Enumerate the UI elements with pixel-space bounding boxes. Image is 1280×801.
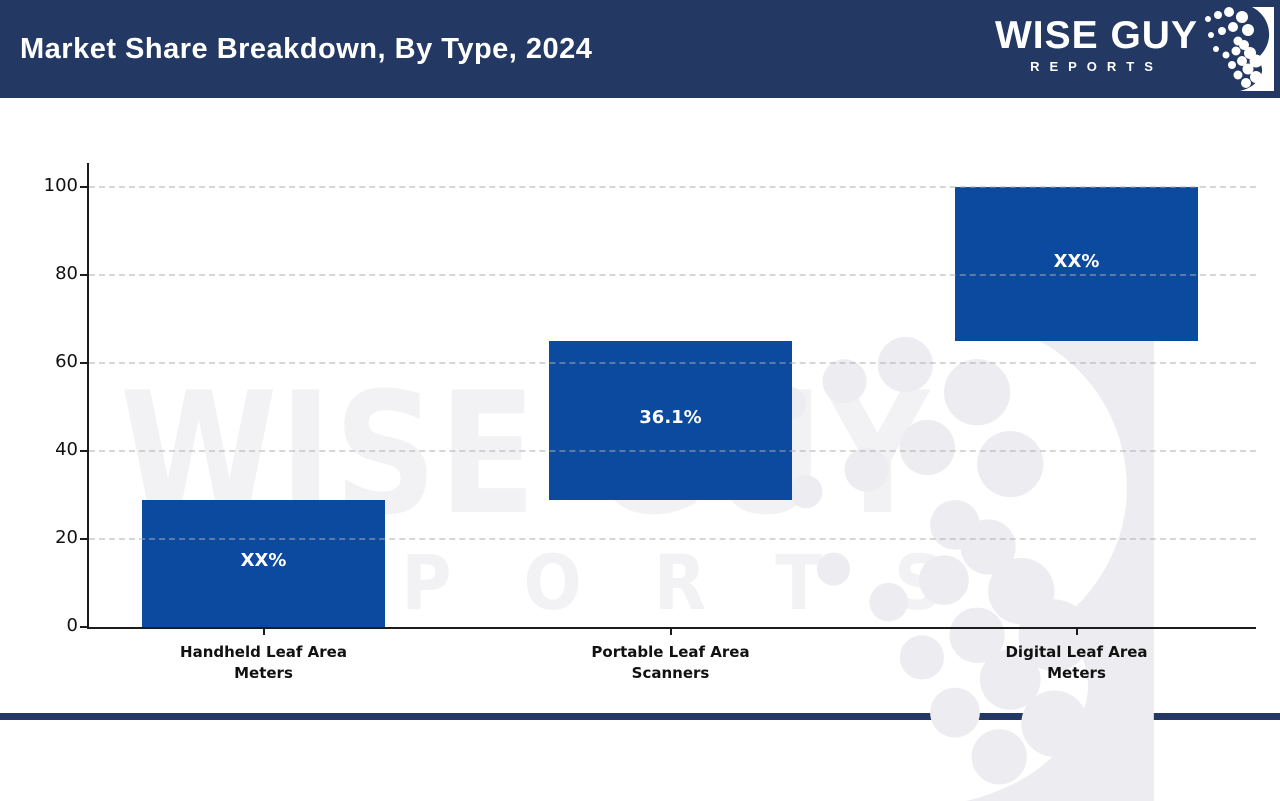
gridline-20 xyxy=(89,538,1256,540)
y-tick-label-60: 60 xyxy=(55,351,78,372)
y-tick-40 xyxy=(80,450,87,452)
x-axis-line xyxy=(87,627,1256,629)
x-category-label: Digital Leaf Area Meters xyxy=(1005,643,1148,682)
y-tick-80 xyxy=(80,274,87,276)
y-tick-100 xyxy=(80,186,87,188)
bar-segment xyxy=(549,341,792,500)
brand-face-icon xyxy=(1205,7,1274,91)
x-tick xyxy=(669,629,672,635)
y-tick-label-40: 40 xyxy=(55,439,78,460)
bar-segment xyxy=(142,499,385,627)
y-tick-60 xyxy=(80,362,87,364)
y-tick-label-0: 0 xyxy=(66,615,78,636)
brand-logo-subtitle: REPORTS xyxy=(1030,59,1163,74)
gridline-40 xyxy=(89,450,1256,452)
y-tick-20 xyxy=(80,538,87,540)
bar-value-label: XX% xyxy=(1053,251,1100,272)
footer-bar xyxy=(0,713,1280,720)
y-axis-line xyxy=(87,163,89,629)
bar-value-label: XX% xyxy=(240,550,287,572)
y-tick-0 xyxy=(80,626,87,628)
x-category-label: Portable Leaf Area Scanners xyxy=(591,643,750,682)
gridline-60 xyxy=(89,362,1256,364)
y-tick-label-20: 20 xyxy=(55,527,78,548)
bar-value-label: 36.1% xyxy=(639,407,702,429)
x-tick xyxy=(1075,629,1078,635)
page-title: Market Share Breakdown, By Type, 2024 xyxy=(20,33,593,65)
bar-segment xyxy=(955,187,1198,341)
x-tick xyxy=(262,629,265,635)
gridline-100 xyxy=(89,186,1256,188)
x-category-label: Handheld Leaf Area Meters xyxy=(180,643,347,682)
y-tick-label-100: 100 xyxy=(43,175,78,196)
gridline-80 xyxy=(89,274,1256,276)
watermark-face-icon xyxy=(772,337,1154,801)
brand-logo-name: WISE GUY xyxy=(994,14,1198,57)
y-tick-label-80: 80 xyxy=(55,263,78,284)
brand-logo: WISE GUY REPORTS xyxy=(994,14,1198,75)
chart-canvas: WISE GUY REPORTS 0 20 40 60 80 100 XX% Handheld… xyxy=(0,98,1280,801)
header-bar: Market Share Breakdown, By Type, 2024 WI… xyxy=(0,0,1280,98)
